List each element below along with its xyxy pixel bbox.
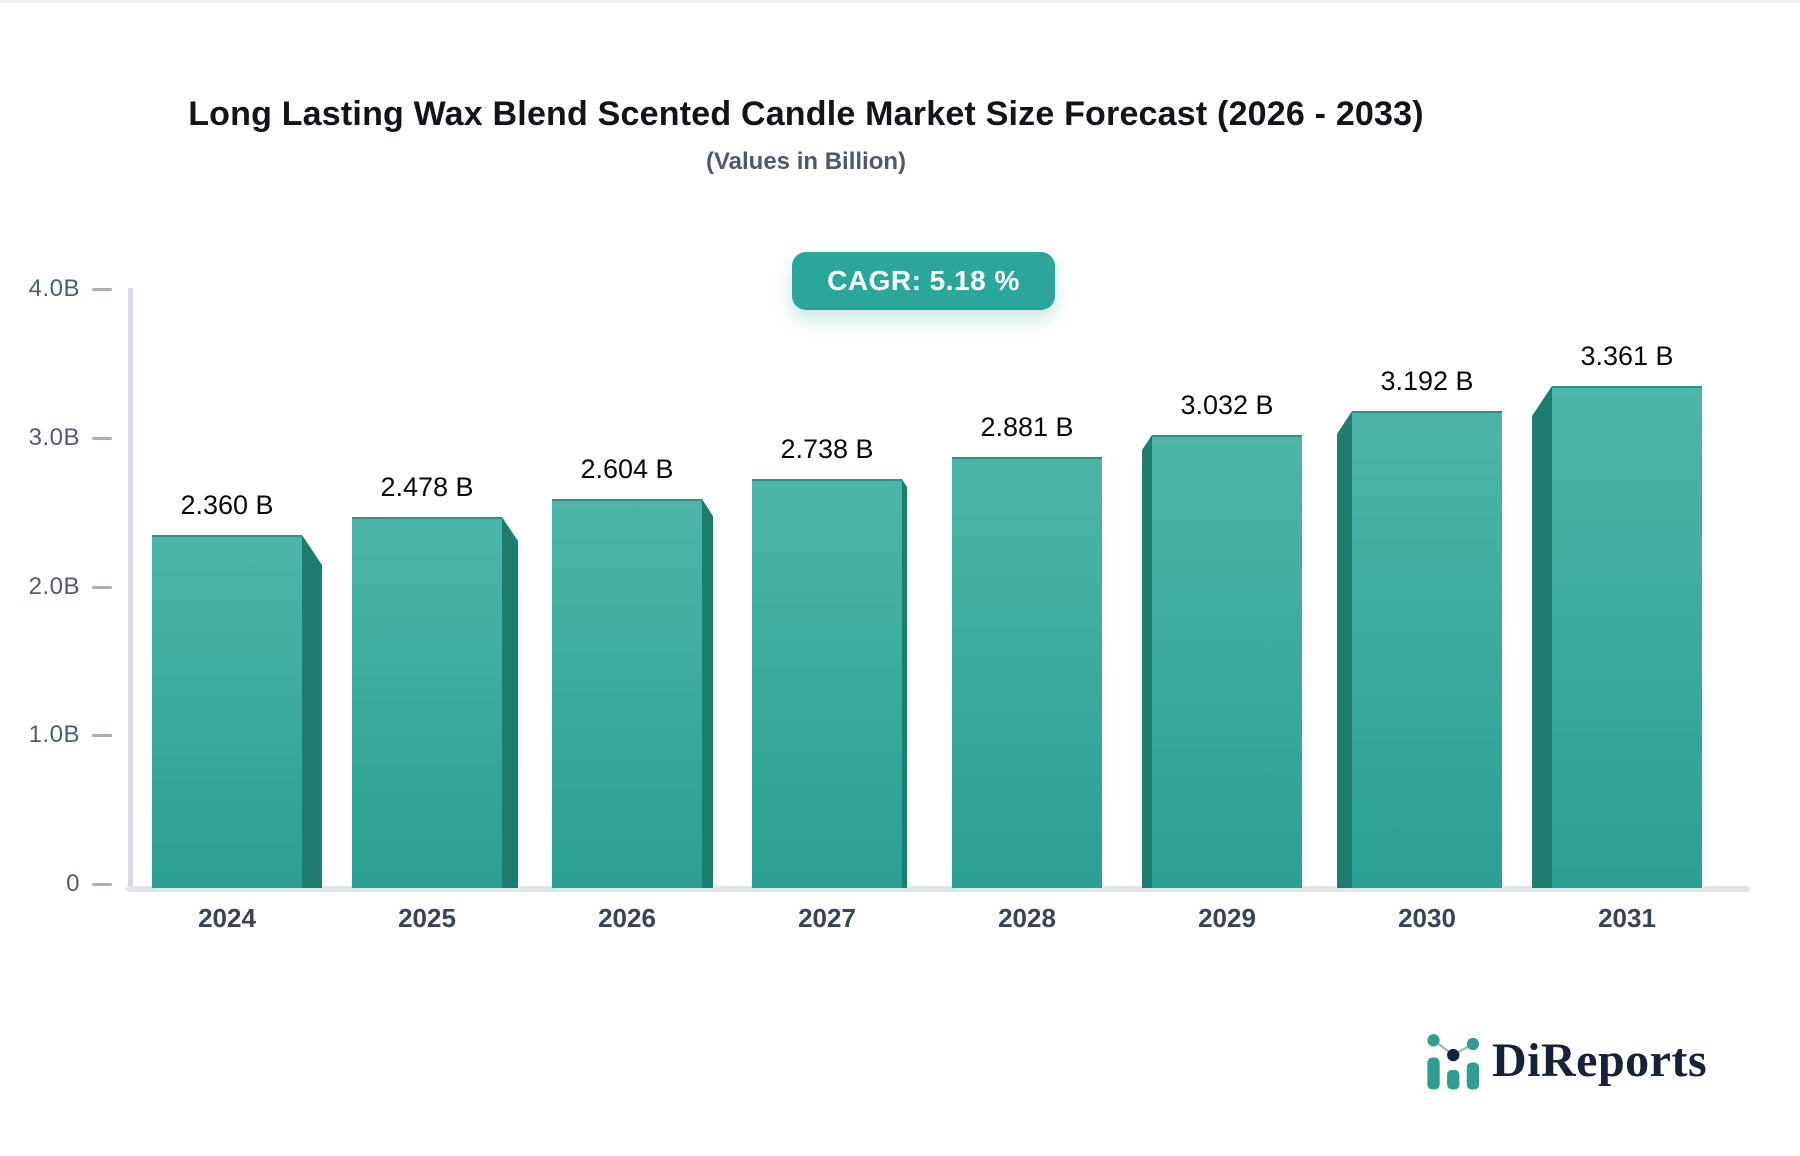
bar-2031[interactable]	[1552, 386, 1702, 888]
bar-2026[interactable]	[552, 499, 702, 888]
bar-value-label: 2.738 B	[780, 434, 874, 464]
bar-value-label: 2.881 B	[980, 412, 1074, 442]
bar-value-label: 2.478 B	[380, 472, 474, 502]
y-tick-mark	[92, 883, 112, 886]
x-axis-baseline	[126, 886, 1750, 892]
y-tick-mark	[92, 436, 112, 440]
bar-value-label: 3.032 B	[1180, 390, 1274, 420]
y-tick-label: 4.0B	[28, 275, 80, 302]
cagr-badge: CAGR: 5.18 %	[792, 252, 1055, 310]
bar-side-face	[902, 479, 907, 888]
bar-2028[interactable]	[952, 457, 1102, 888]
bar-2027[interactable]	[752, 479, 902, 888]
x-tick-label-2028: 2028	[998, 903, 1056, 933]
y-tick-label: 1.0B	[28, 721, 80, 749]
x-tick-label-2030: 2030	[1398, 903, 1456, 933]
bar-2030[interactable]	[1352, 411, 1502, 888]
bar-side-face	[1532, 386, 1552, 888]
x-tick-label-2027: 2027	[798, 903, 856, 933]
bar-side-face	[1337, 411, 1352, 888]
bar-2024[interactable]	[152, 535, 302, 888]
y-tick-mark	[92, 734, 112, 738]
brand-logo-icon	[1427, 1034, 1480, 1090]
y-tick-mark	[92, 288, 112, 291]
bar-side-face	[302, 535, 322, 888]
chart-subtitle: (Values in Billion)	[705, 148, 907, 175]
chart-title: Long Lasting Wax Blend Scented Candle Ma…	[188, 95, 1424, 133]
chart-header: Long Lasting Wax Blend Scented Candle Ma…	[0, 90, 1612, 176]
y-tick-label: 0	[66, 870, 80, 897]
bar-2025[interactable]	[352, 517, 502, 888]
x-tick-label-2024: 2024	[198, 903, 256, 933]
brand-name: DiReports	[1492, 1033, 1708, 1087]
bar-side-face	[1142, 435, 1152, 888]
x-tick-label-2025: 2025	[398, 903, 456, 933]
bar-value-label: 3.361 B	[1580, 341, 1674, 371]
bar-side-face	[502, 517, 518, 888]
cagr-badge-label: CAGR: 5.18 %	[827, 265, 1020, 296]
bar-side-face	[702, 499, 713, 888]
bar-2029[interactable]	[1152, 435, 1302, 888]
y-tick-mark	[92, 585, 112, 589]
x-tick-label-2029: 2029	[1198, 903, 1256, 933]
brand-logo[interactable]: DiReports	[1420, 1028, 1707, 1092]
y-axis-line	[128, 288, 133, 888]
window-top-edge	[0, 0, 1800, 3]
x-tick-label-2026: 2026	[598, 903, 656, 933]
y-tick-label: 2.0B	[28, 572, 80, 600]
bar-value-label: 3.192 B	[1380, 366, 1474, 396]
x-tick-label-2031: 2031	[1598, 903, 1656, 933]
y-tick-label: 3.0B	[28, 423, 80, 451]
bar-value-label: 2.360 B	[180, 490, 274, 520]
bar-value-label: 2.604 B	[580, 454, 674, 484]
